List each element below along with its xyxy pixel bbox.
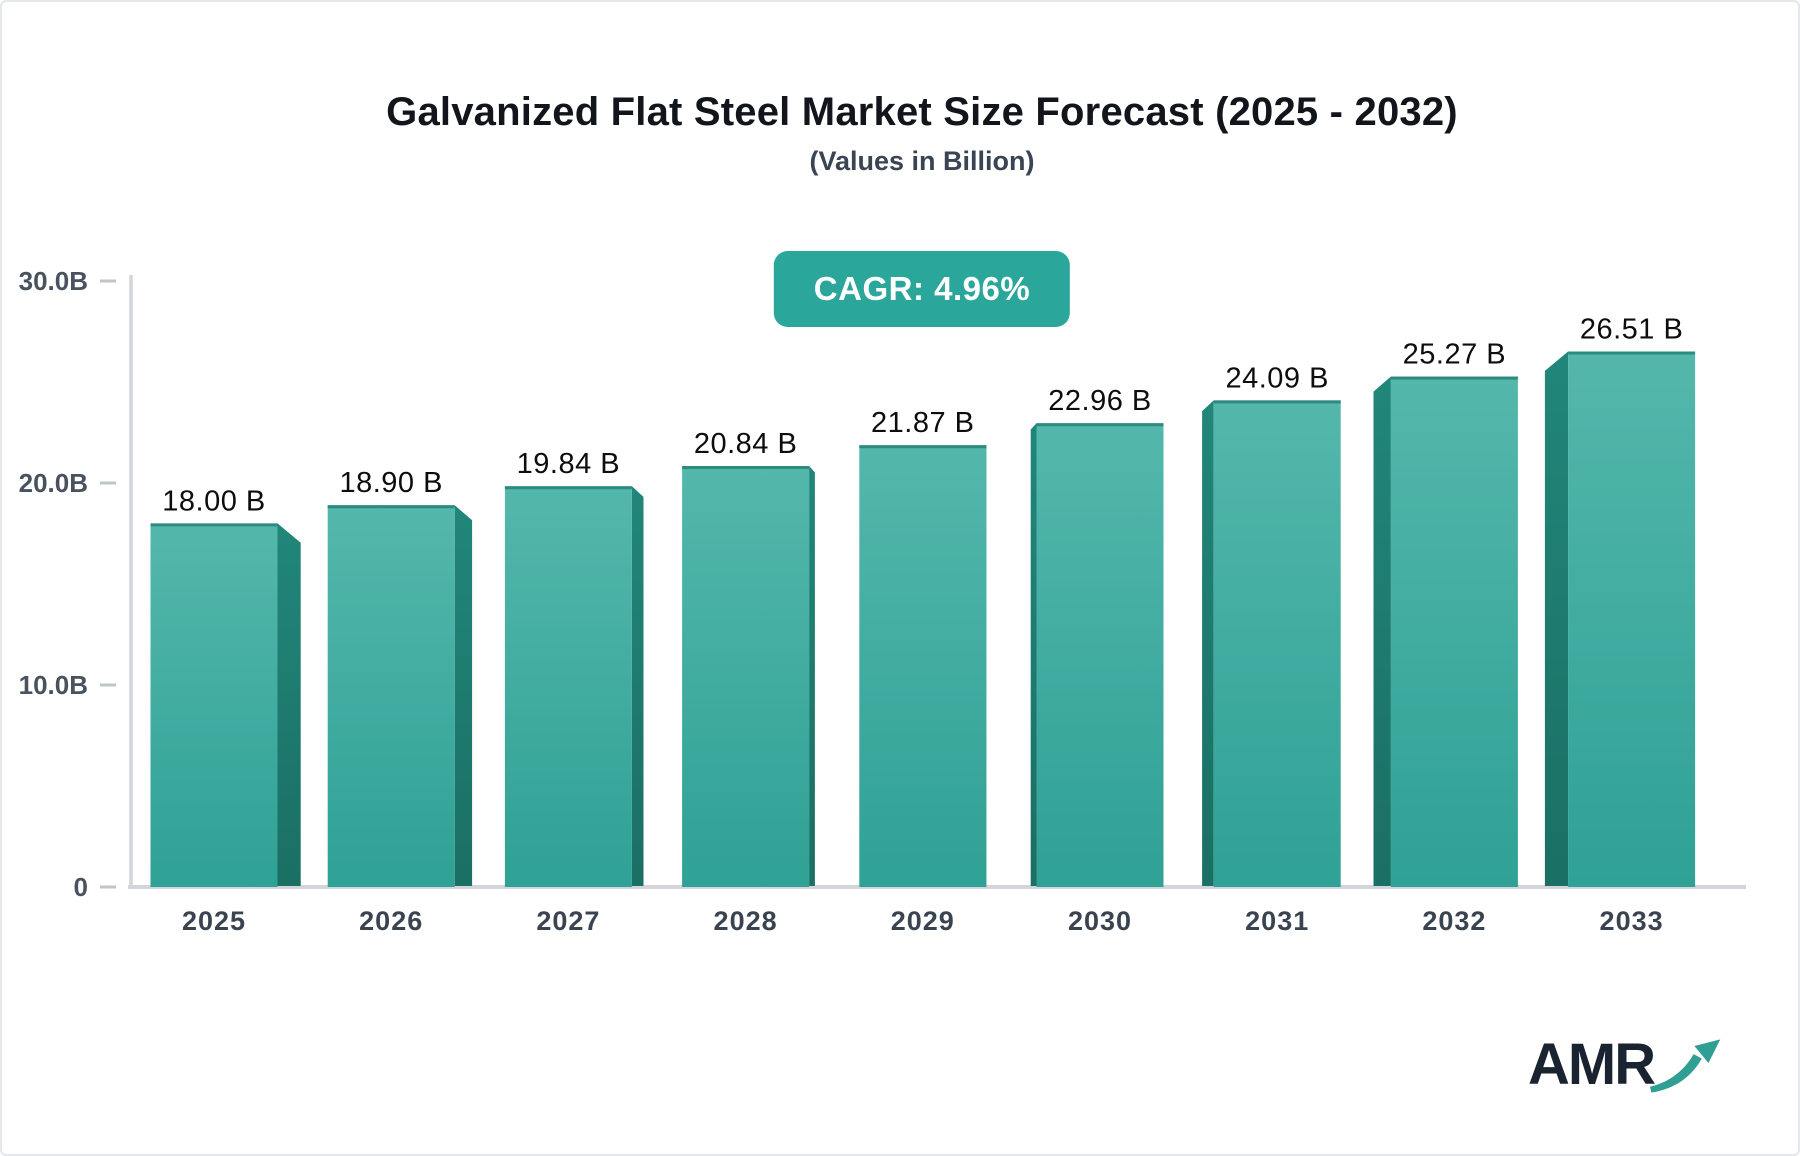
bar-value-label: 19.84 B [517,448,620,480]
x-tick-label: 2030 [1068,906,1132,936]
bar-group-2030: 22.96 B 2030 [1030,385,1164,936]
bar-side-face [809,466,815,886]
bar-value-label: 21.87 B [871,407,974,439]
bar-side-face [1202,400,1214,886]
bar-main-face [327,505,455,887]
bar-side-face [1373,376,1391,886]
amr-logo-text: AMR [1528,1032,1656,1097]
y-tick-label: 0 [74,872,88,902]
bar-side-face [277,523,301,886]
amr-logo: AMR [1528,1030,1724,1100]
y-tick-label: 20.0B [19,468,88,498]
x-tick-label: 2031 [1245,906,1309,936]
bar-top-edge [682,466,810,470]
bar-group-2031: 24.09 B 2031 [1202,362,1341,936]
bar-top-edge [1036,423,1164,427]
x-tick-label: 2029 [891,906,955,936]
x-tick-label: 2028 [714,906,778,936]
bar-side-face [631,486,644,886]
bar-side-face [1030,423,1037,886]
bar-top-edge [1390,376,1518,380]
bar-value-label: 20.84 B [694,428,797,460]
y-tick-label: 30.0B [19,266,88,296]
bar-group-2028: 20.84 B 2028 [682,428,815,936]
bar-side-face [454,505,473,886]
bar-group-2029: 21.87 B 2029 [859,407,987,936]
bar-group-2033: 26.51 B 2033 [1544,313,1696,936]
bar-group-2025: 18.00 B 2025 [150,485,301,936]
bar-main-face [1213,400,1341,887]
bar-top-edge [1213,400,1341,404]
bar-main-face [1568,351,1696,887]
bar-group-2026: 18.90 B 2026 [327,467,473,936]
bar-value-label: 18.00 B [162,485,265,517]
bar-top-edge [327,505,455,509]
bar-top-edge [1568,351,1696,355]
bar-main-face [1390,376,1518,887]
bar-value-label: 22.96 B [1048,385,1151,417]
y-tick-label: 10.0B [19,670,88,700]
chart-subtitle: (Values in Billion) [809,146,1035,176]
bar-group-2032: 25.27 B 2032 [1373,339,1518,936]
bar-group-2027: 19.84 B 2027 [504,448,644,936]
bar-main-face [682,466,810,887]
bar-top-edge [504,486,632,490]
bar-side-face [1544,351,1569,886]
bar-main-face [1036,423,1164,887]
bar-value-label: 25.27 B [1403,339,1506,371]
chart-title: Galvanized Flat Steel Market Size Foreca… [386,90,1458,134]
bar-main-face [859,445,987,887]
x-tick-label: 2033 [1600,906,1664,936]
bar-value-label: 18.90 B [339,467,442,499]
x-tick-label: 2025 [182,906,246,936]
bar-top-edge [150,523,278,527]
bar-value-label: 26.51 B [1580,313,1683,345]
x-tick-label: 2027 [536,906,600,936]
trend-up-arrow-icon [1650,1039,1721,1093]
bar-value-label: 24.09 B [1225,362,1328,394]
bar-top-edge [859,445,987,449]
x-tick-label: 2032 [1422,906,1486,936]
bar-main-face [150,523,278,887]
cagr-badge: CAGR: 4.96% [773,251,1071,327]
bar-main-face [504,486,632,887]
x-tick-label: 2026 [359,906,423,936]
